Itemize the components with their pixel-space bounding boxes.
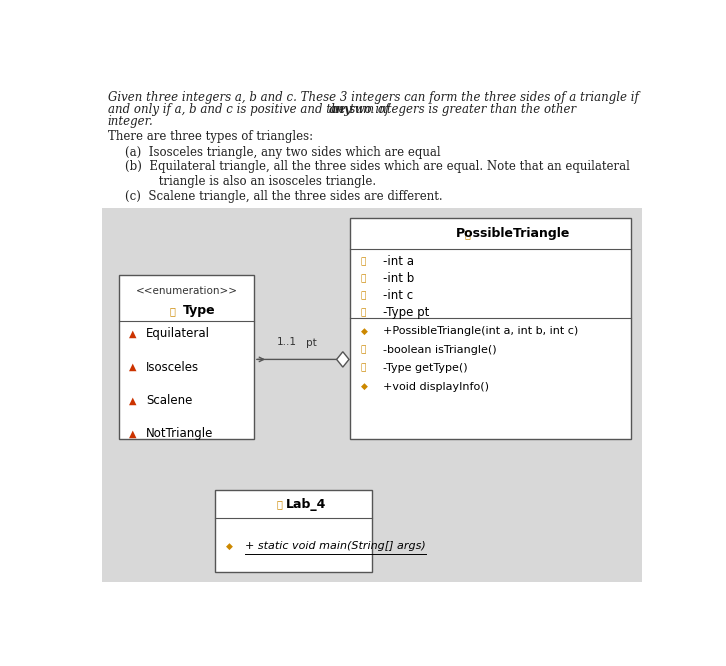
Text: There are three types of triangles:: There are three types of triangles: <box>107 130 313 143</box>
Text: -int c: -int c <box>383 289 413 302</box>
Text: ▲: ▲ <box>129 362 136 372</box>
Text: NotTriangle: NotTriangle <box>146 428 213 440</box>
Text: 💦: 💦 <box>361 364 366 372</box>
Text: 📁: 📁 <box>169 306 175 316</box>
Text: 💦: 💦 <box>361 274 366 284</box>
Text: Isosceles: Isosceles <box>146 360 199 374</box>
Text: + static void main(String[] args): + static void main(String[] args) <box>245 541 426 551</box>
Text: 💦: 💦 <box>361 308 366 317</box>
Text: +void displayInfo(): +void displayInfo() <box>383 382 489 392</box>
Text: 💦: 💦 <box>361 258 366 266</box>
FancyBboxPatch shape <box>119 275 254 439</box>
Text: 💦: 💦 <box>361 345 366 354</box>
Text: -Type pt: -Type pt <box>383 306 430 319</box>
Text: ▲: ▲ <box>129 396 136 406</box>
Text: Type: Type <box>182 304 215 317</box>
Text: Given three integers a, b and c. These 3 integers can form the three sides of a : Given three integers a, b and c. These 3… <box>107 91 638 104</box>
Text: PossibleTriangle: PossibleTriangle <box>455 227 570 240</box>
FancyBboxPatch shape <box>350 218 631 439</box>
Text: (b)  Equilateral triangle, all the three sides which are equal. Note that an equ: (b) Equilateral triangle, all the three … <box>125 161 629 173</box>
Text: ◆: ◆ <box>361 327 367 336</box>
Text: 📁: 📁 <box>465 228 470 239</box>
Text: two integers is greater than the other: two integers is greater than the other <box>346 103 576 116</box>
Text: 💦: 💦 <box>361 291 366 300</box>
Text: any: any <box>329 103 351 116</box>
Text: (a)  Isosceles triangle, any two sides which are equal: (a) Isosceles triangle, any two sides wh… <box>125 146 440 159</box>
Text: ◆: ◆ <box>226 541 232 551</box>
Text: Scalene: Scalene <box>146 394 192 407</box>
Text: -int a: -int a <box>383 256 415 268</box>
Text: +PossibleTriangle(int a, int b, int c): +PossibleTriangle(int a, int b, int c) <box>383 326 579 336</box>
FancyBboxPatch shape <box>215 490 372 572</box>
Text: integer.: integer. <box>107 115 153 128</box>
Text: 1..1: 1..1 <box>277 336 296 346</box>
Text: ◆: ◆ <box>361 382 367 391</box>
Text: pt: pt <box>306 338 317 348</box>
FancyBboxPatch shape <box>102 208 642 583</box>
Text: ▲: ▲ <box>129 329 136 339</box>
Text: -boolean isTriangle(): -boolean isTriangle() <box>383 345 497 355</box>
Text: Equilateral: Equilateral <box>146 327 210 340</box>
Text: -Type getType(): -Type getType() <box>383 363 468 373</box>
Polygon shape <box>337 352 349 367</box>
Text: -int b: -int b <box>383 272 415 286</box>
Text: and only if a, b and c is positive and the sum of: and only if a, b and c is positive and t… <box>107 103 393 116</box>
Text: Lab_4: Lab_4 <box>285 498 326 511</box>
Text: ▲: ▲ <box>129 429 136 439</box>
Text: (c)  Scalene triangle, all the three sides are different.: (c) Scalene triangle, all the three side… <box>125 190 442 203</box>
Text: 📁: 📁 <box>277 500 282 509</box>
Text: <<enumeration>>: <<enumeration>> <box>136 286 237 296</box>
Text: triangle is also an isosceles triangle.: triangle is also an isosceles triangle. <box>125 175 375 188</box>
